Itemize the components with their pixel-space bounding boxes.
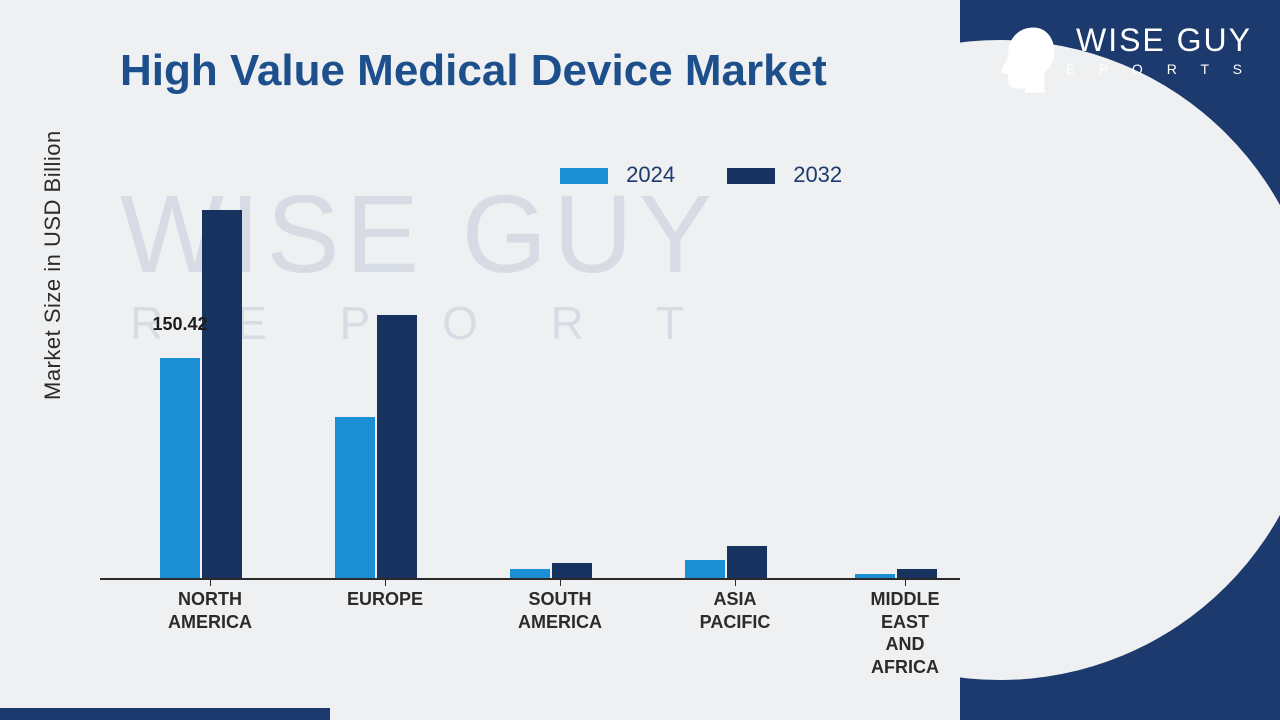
brand-logo-line2: R E P O R T S <box>1032 61 1252 77</box>
bar-mea-2032 <box>897 569 937 578</box>
bar-north_america-2024 <box>160 358 200 578</box>
chart-title: High Value Medical Device Market <box>120 46 827 96</box>
chart-legend: 2024 2032 <box>560 162 842 188</box>
legend-item-2024: 2024 <box>560 162 675 188</box>
bar-south_america-2032 <box>552 563 592 578</box>
bar-asia_pacific-2032 <box>727 546 767 578</box>
bar-europe-2032 <box>377 315 417 578</box>
legend-label-2032: 2032 <box>793 162 842 187</box>
bar-south_america-2024 <box>510 569 550 578</box>
bar-value-label: 150.42 <box>152 314 207 335</box>
category-label-south_america: SOUTHAMERICA <box>485 580 635 633</box>
category-label-asia_pacific: ASIAPACIFIC <box>660 580 810 633</box>
legend-item-2032: 2032 <box>727 162 842 188</box>
chart-plot-area: 150.42NORTHAMERICAEUROPESOUTHAMERICAASIA… <box>100 200 960 580</box>
bottom-accent-bar <box>0 708 330 720</box>
brand-logo-text: WISE GUY R E P O R T S <box>1032 22 1252 77</box>
bar-europe-2024 <box>335 417 375 578</box>
category-label-europe: EUROPE <box>310 580 460 611</box>
legend-swatch-2024 <box>560 168 608 184</box>
brand-head-icon <box>990 24 1060 94</box>
bar-north_america-2032 <box>202 210 242 578</box>
bar-mea-2024 <box>855 574 895 578</box>
brand-logo-line1: WISE GUY <box>1032 22 1252 59</box>
category-label-mea: MIDDLEEASTANDAFRICA <box>830 580 980 678</box>
legend-label-2024: 2024 <box>626 162 675 187</box>
y-axis-label: Market Size in USD Billion <box>40 130 66 400</box>
category-label-north_america: NORTHAMERICA <box>135 580 285 633</box>
legend-swatch-2032 <box>727 168 775 184</box>
bar-asia_pacific-2024 <box>685 560 725 578</box>
